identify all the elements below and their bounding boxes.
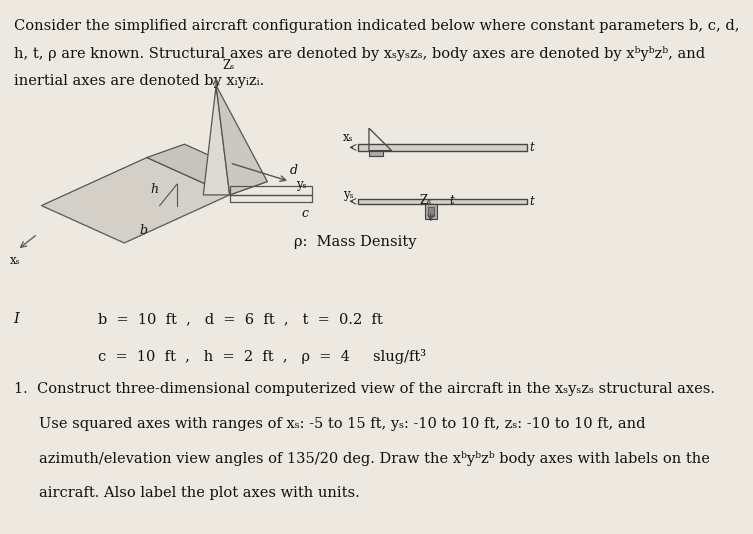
Text: t: t: [529, 195, 534, 208]
Text: b: b: [139, 224, 148, 237]
Text: xₛ: xₛ: [343, 131, 353, 144]
Text: h: h: [151, 183, 159, 196]
Text: yₛ: yₛ: [343, 188, 353, 201]
Polygon shape: [358, 199, 527, 204]
Text: Zₛ: Zₛ: [419, 194, 431, 207]
Text: c  =  10  ft  ,   h  =  2  ft  ,   ρ  =  4     slug/ft³: c = 10 ft , h = 2 ft , ρ = 4 slug/ft³: [98, 349, 426, 364]
Text: I: I: [14, 312, 20, 326]
Text: Consider the simplified aircraft configuration indicated below where constant pa: Consider the simplified aircraft configu…: [14, 19, 739, 33]
Text: b  =  10  ft  ,   d  =  6  ft  ,   t  =  0.2  ft: b = 10 ft , d = 6 ft , t = 0.2 ft: [98, 312, 383, 326]
Text: d: d: [290, 164, 298, 177]
Text: yₛ: yₛ: [296, 178, 306, 191]
Text: inertial axes are denoted by xᵢyᵢzᵢ.: inertial axes are denoted by xᵢyᵢzᵢ.: [14, 74, 264, 88]
Text: t: t: [450, 194, 454, 207]
Polygon shape: [425, 204, 437, 219]
Polygon shape: [147, 144, 267, 195]
Text: ρ:  Mass Density: ρ: Mass Density: [294, 235, 416, 249]
Polygon shape: [41, 158, 230, 243]
Polygon shape: [428, 207, 434, 216]
Text: c: c: [301, 207, 308, 220]
Text: aircraft. Also label the plot axes with units.: aircraft. Also label the plot axes with …: [39, 486, 360, 500]
Text: t: t: [529, 141, 534, 154]
Polygon shape: [369, 151, 383, 156]
Text: Use squared axes with ranges of xₛ: -5 to 15 ft, yₛ: -10 to 10 ft, zₛ: -10 to 10: Use squared axes with ranges of xₛ: -5 t…: [39, 417, 645, 430]
Text: Zₛ: Zₛ: [222, 59, 234, 72]
Polygon shape: [216, 85, 267, 195]
Text: xₛ: xₛ: [10, 254, 20, 266]
Polygon shape: [203, 85, 230, 195]
Text: h, t, ρ are known. Structural axes are denoted by xₛyₛzₛ, body axes are denoted : h, t, ρ are known. Structural axes are d…: [14, 46, 705, 61]
Text: 1.  Construct three-dimensional computerized view of the aircraft in the xₛyₛzₛ : 1. Construct three-dimensional computeri…: [14, 382, 715, 396]
Text: azimuth/elevation view angles of 135/20 deg. Draw the xᵇyᵇzᵇ body axes with labe: azimuth/elevation view angles of 135/20 …: [39, 451, 710, 466]
Polygon shape: [358, 144, 527, 151]
